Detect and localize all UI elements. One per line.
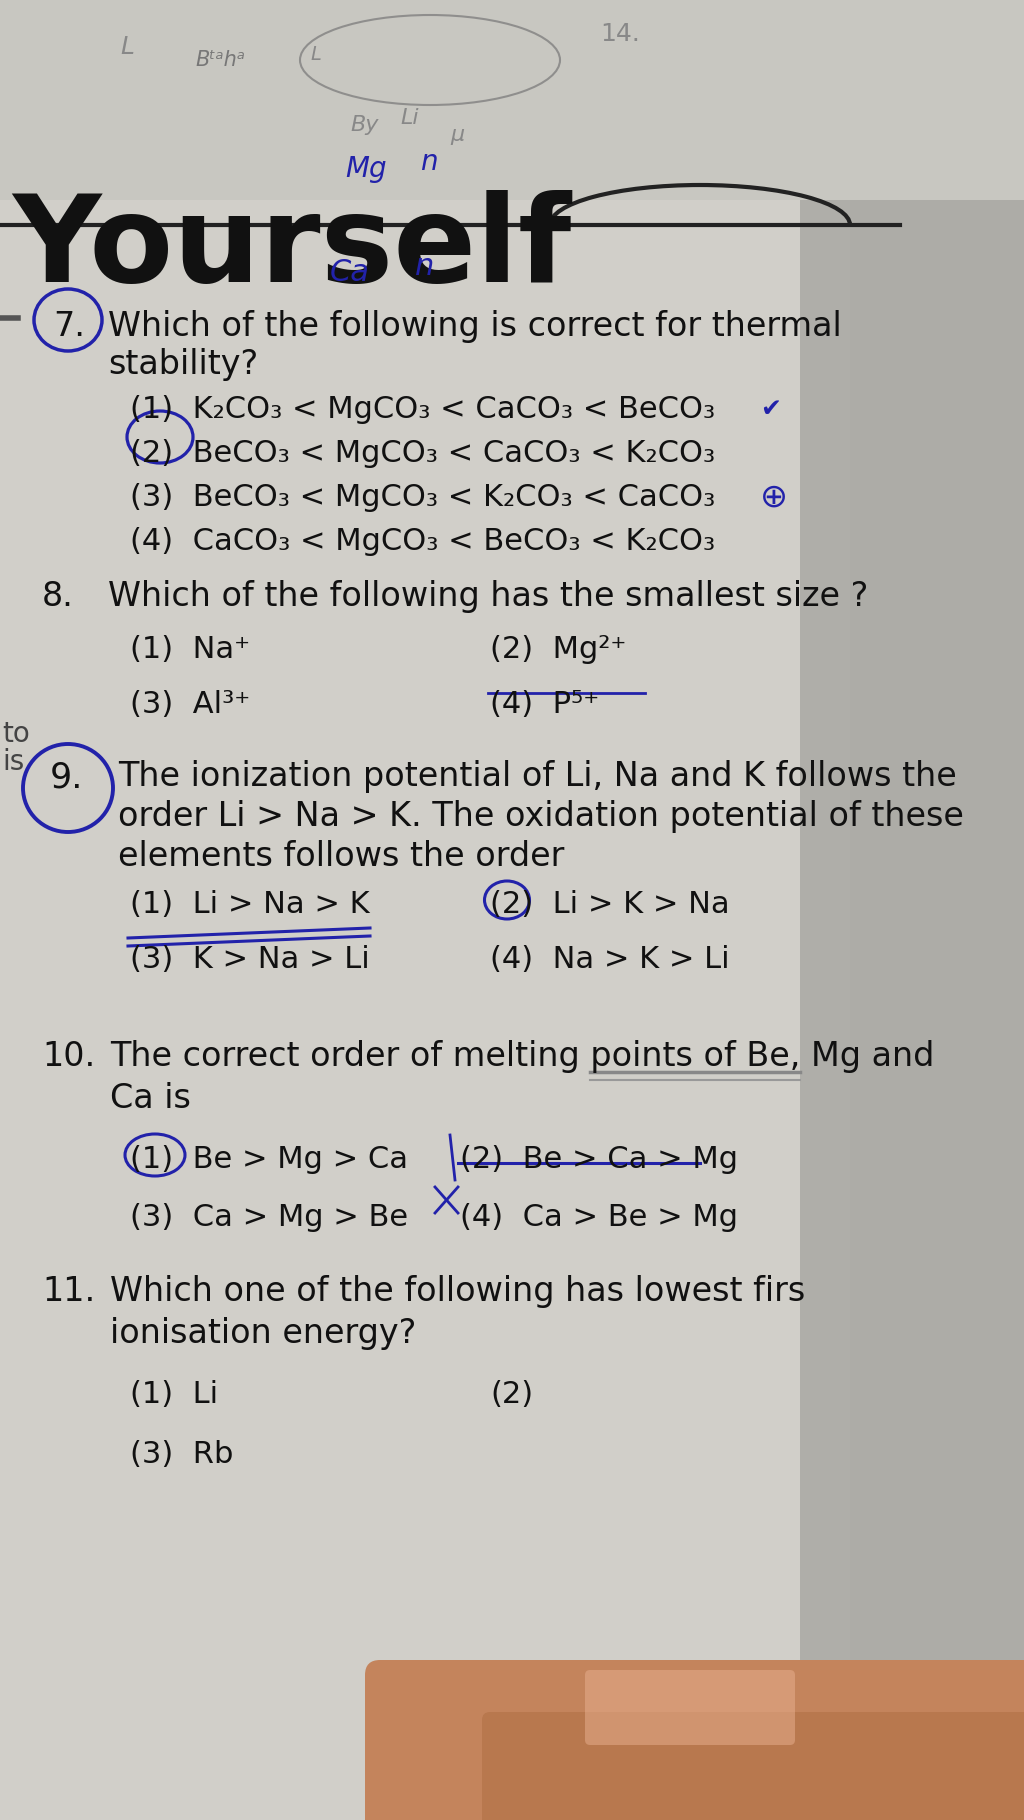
Text: (3)  Rb: (3) Rb bbox=[130, 1440, 233, 1469]
Text: (4)  P⁵⁺: (4) P⁵⁺ bbox=[490, 690, 599, 719]
Text: The correct order of melting points of Be, Mg and: The correct order of melting points of B… bbox=[110, 1039, 934, 1074]
FancyBboxPatch shape bbox=[365, 1660, 1024, 1820]
Text: is: is bbox=[2, 748, 25, 775]
Text: The ionization potential of Li, Na and K follows the: The ionization potential of Li, Na and K… bbox=[118, 761, 956, 794]
Bar bbox=[0, 0, 1024, 200]
Text: (4)  Na > K > Li: (4) Na > K > Li bbox=[490, 945, 730, 974]
Text: to: to bbox=[2, 721, 30, 748]
Text: (1)  K₂CO₃ < MgCO₃ < CaCO₃ < BeCO₃: (1) K₂CO₃ < MgCO₃ < CaCO₃ < BeCO₃ bbox=[130, 395, 715, 424]
FancyBboxPatch shape bbox=[482, 1713, 1024, 1820]
Text: 11.: 11. bbox=[42, 1276, 95, 1309]
Text: (2): (2) bbox=[490, 1380, 534, 1409]
Text: (3)  Ca > Mg > Be: (3) Ca > Mg > Be bbox=[130, 1203, 409, 1232]
Text: Which of the following has the smallest size ?: Which of the following has the smallest … bbox=[108, 581, 868, 613]
Text: (4)  Ca > Be > Mg: (4) Ca > Be > Mg bbox=[460, 1203, 738, 1232]
Text: ionisation energy?: ionisation energy? bbox=[110, 1318, 417, 1350]
Bar bbox=[800, 0, 1024, 1820]
Text: (1)  Be > Mg > Ca: (1) Be > Mg > Ca bbox=[130, 1145, 408, 1174]
FancyBboxPatch shape bbox=[585, 1671, 795, 1745]
Text: Ca: Ca bbox=[330, 258, 370, 288]
Text: (2)  Mg²⁺: (2) Mg²⁺ bbox=[490, 635, 627, 664]
Text: (3)  K > Na > Li: (3) K > Na > Li bbox=[130, 945, 370, 974]
Text: order Li > Na > K. The oxidation potential of these: order Li > Na > K. The oxidation potenti… bbox=[118, 801, 964, 834]
Text: 9.: 9. bbox=[50, 761, 83, 794]
Text: elements follows the order: elements follows the order bbox=[118, 841, 564, 874]
Text: stability?: stability? bbox=[108, 348, 258, 380]
Text: (1)  Li: (1) Li bbox=[130, 1380, 218, 1409]
Text: Which of the following is correct for thermal: Which of the following is correct for th… bbox=[108, 309, 842, 342]
Text: Li: Li bbox=[400, 107, 419, 127]
Text: (1)  Na⁺: (1) Na⁺ bbox=[130, 635, 250, 664]
Text: 14.: 14. bbox=[600, 22, 640, 46]
Text: 8.: 8. bbox=[42, 581, 74, 613]
Text: (3)  BeCO₃ < MgCO₃ < K₂CO₃ < CaCO₃: (3) BeCO₃ < MgCO₃ < K₂CO₃ < CaCO₃ bbox=[130, 482, 715, 511]
Text: n: n bbox=[415, 251, 434, 280]
Text: (3)  Al³⁺: (3) Al³⁺ bbox=[130, 690, 250, 719]
Text: Mg: Mg bbox=[345, 155, 387, 184]
Bar bbox=[0, 0, 850, 1820]
Text: By: By bbox=[350, 115, 379, 135]
Text: Ca is: Ca is bbox=[110, 1083, 190, 1116]
Text: Yourself: Yourself bbox=[12, 189, 571, 308]
Text: Which one of the following has lowest firs: Which one of the following has lowest fi… bbox=[110, 1276, 805, 1309]
Text: (2)  BeCO₃ < MgCO₃ < CaCO₃ < K₂CO₃: (2) BeCO₃ < MgCO₃ < CaCO₃ < K₂CO₃ bbox=[130, 439, 715, 468]
Text: 10.: 10. bbox=[42, 1039, 95, 1074]
Text: L: L bbox=[310, 46, 321, 64]
Text: n: n bbox=[420, 147, 437, 177]
Text: 7.: 7. bbox=[53, 309, 85, 342]
Text: (1)  Li > Na > K: (1) Li > Na > K bbox=[130, 890, 370, 919]
Text: μ: μ bbox=[450, 126, 464, 146]
Text: (2)  Li > K > Na: (2) Li > K > Na bbox=[490, 890, 730, 919]
Text: Bᵗᵃhᵃ: Bᵗᵃhᵃ bbox=[195, 49, 245, 69]
Text: (2)  Be > Ca > Mg: (2) Be > Ca > Mg bbox=[460, 1145, 738, 1174]
Text: L: L bbox=[120, 35, 134, 58]
Text: ✔: ✔ bbox=[760, 397, 781, 420]
Text: (4)  CaCO₃ < MgCO₃ < BeCO₃ < K₂CO₃: (4) CaCO₃ < MgCO₃ < BeCO₃ < K₂CO₃ bbox=[130, 528, 715, 555]
Text: ⊕: ⊕ bbox=[760, 480, 788, 513]
